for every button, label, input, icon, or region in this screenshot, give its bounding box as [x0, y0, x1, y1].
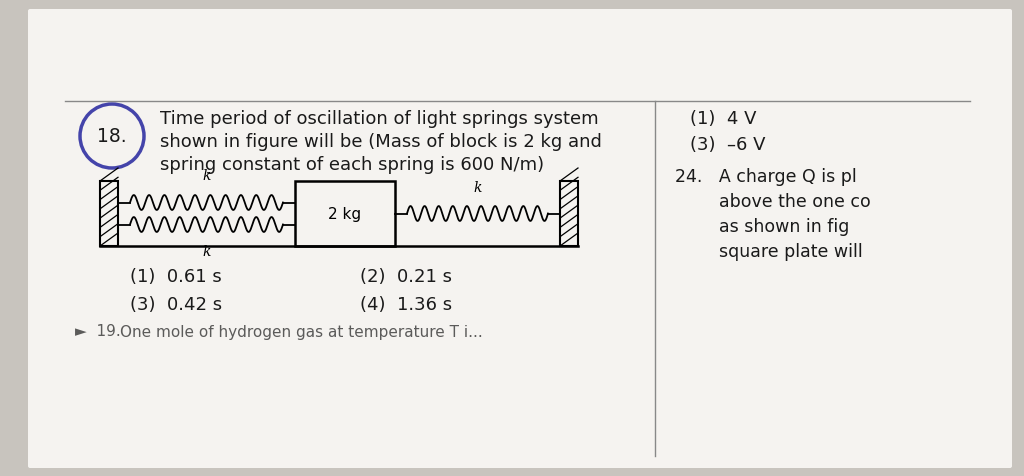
Text: Time period of oscillation of light springs system: Time period of oscillation of light spri… — [160, 110, 599, 128]
Text: above the one co: above the one co — [675, 193, 870, 210]
Text: (3)  –6 V: (3) –6 V — [690, 136, 766, 154]
Bar — [560, 182, 578, 247]
Text: square plate will: square plate will — [675, 242, 863, 260]
Text: One mole of hydrogen gas at temperature T i...: One mole of hydrogen gas at temperature … — [120, 324, 482, 339]
Text: k: k — [473, 180, 481, 194]
Text: (3)  0.42 s: (3) 0.42 s — [130, 296, 222, 313]
Text: k: k — [203, 245, 211, 259]
Text: 24.   A charge Q is pl: 24. A charge Q is pl — [675, 168, 857, 186]
Text: as shown in fig: as shown in fig — [675, 218, 849, 236]
Text: (4)  1.36 s: (4) 1.36 s — [360, 296, 453, 313]
Text: (1)  4 V: (1) 4 V — [690, 110, 757, 128]
Text: 2 kg: 2 kg — [329, 207, 361, 221]
Text: 18.: 18. — [97, 127, 127, 146]
Text: (1)  0.61 s: (1) 0.61 s — [130, 268, 222, 286]
Text: (2)  0.21 s: (2) 0.21 s — [360, 268, 452, 286]
Text: ►  19.: ► 19. — [75, 324, 121, 339]
Text: k: k — [203, 169, 211, 183]
FancyBboxPatch shape — [28, 10, 1012, 468]
Text: shown in figure will be (Mass of block is 2 kg and: shown in figure will be (Mass of block i… — [160, 133, 602, 151]
Text: spring constant of each spring is 600 N/m): spring constant of each spring is 600 N/… — [160, 156, 544, 174]
Bar — [100, 182, 118, 247]
Bar — [295, 182, 395, 247]
